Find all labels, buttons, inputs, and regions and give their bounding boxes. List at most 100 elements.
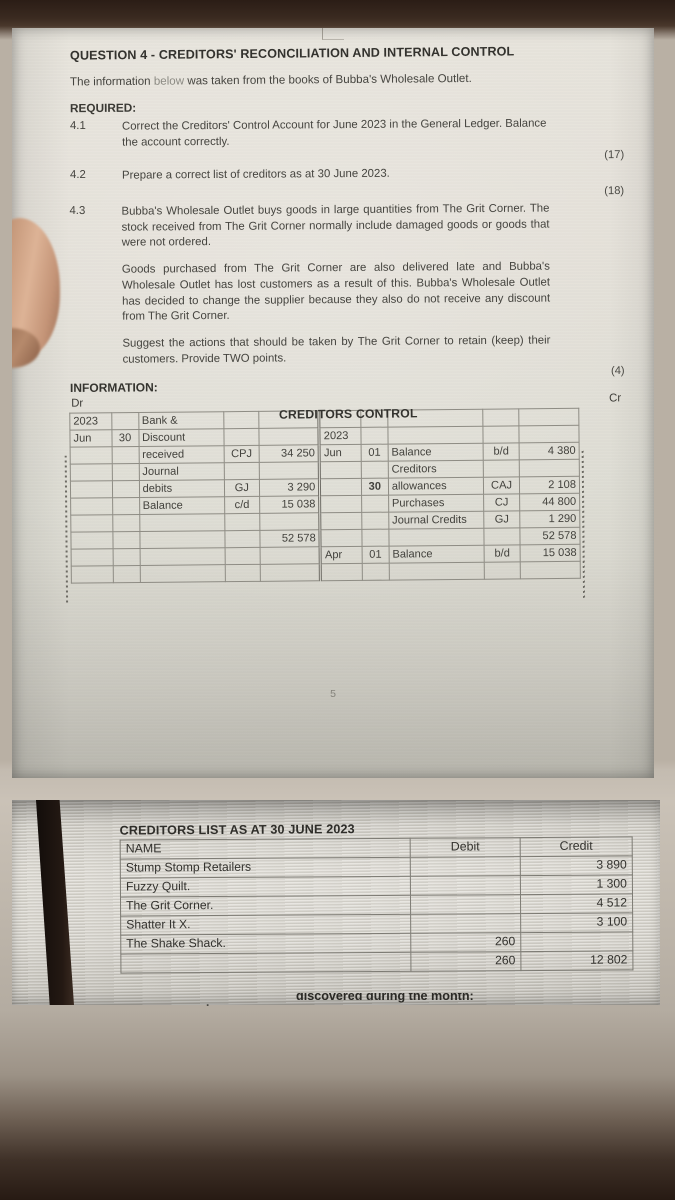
- totals-name: [120, 952, 411, 974]
- creditor-credit-3: 3 100: [520, 912, 633, 933]
- cr-day-8: 01: [361, 545, 390, 564]
- cr-fol-spacer-0: [483, 408, 519, 427]
- dr-amount-2: 34 250: [259, 444, 320, 463]
- totals-row: 260 12 802: [120, 950, 633, 974]
- cr-fol-7: [484, 527, 520, 546]
- requirement-4-3-paragraph-2: Goods purchased from The Grit Corner are…: [121, 260, 551, 324]
- dr-details-0a: Bank &: [138, 411, 224, 430]
- cr-month-6: [320, 512, 362, 530]
- cr-amount-4: 2 108: [519, 476, 580, 494]
- creditors-list-content: CREDITORS LIST AS AT 30 JUNE 2023 NAME D…: [119, 820, 634, 974]
- creditor-debit-3: [410, 913, 521, 934]
- creditors-list-table: NAME Debit Credit Stump Stomp Retailers …: [120, 836, 634, 974]
- cut-off-text-line: . discovered during the month:: [0, 993, 675, 1009]
- dr-day-4: [111, 480, 140, 498]
- dr-fol-spacer-0: [223, 411, 259, 429]
- requirement-4-3-marks: (4): [610, 364, 625, 377]
- dr-month-5: [70, 497, 113, 515]
- requirement-4-1-marks: (17): [604, 149, 625, 162]
- dr-fol-3: [223, 462, 260, 480]
- cr-year-1: 2023: [319, 427, 361, 445]
- dr-month-4: [70, 480, 113, 498]
- dr-day-3: [111, 463, 139, 481]
- cr-month-5: [319, 495, 362, 513]
- dr-details-4: debits: [138, 479, 225, 498]
- requirement-4-1-text: Correct the Creditors' Control Account f…: [121, 117, 547, 149]
- dr-day-7: [112, 531, 140, 549]
- dr-fol-6: [224, 513, 260, 531]
- dr-details-3: Journal: [138, 462, 225, 481]
- cr-amount-6: 1 290: [519, 510, 580, 528]
- column-header-name: NAME: [120, 838, 411, 860]
- requirement-4-2-text: Prepare a correct list of creditors as a…: [121, 168, 390, 183]
- creditor-name-3: Shatter It X.: [120, 914, 411, 936]
- column-header-debit: Debit: [410, 837, 521, 858]
- dr-month-6: [70, 514, 113, 532]
- cr-fol-spacer-1: [483, 425, 519, 444]
- cr-details-5: Purchases: [388, 494, 485, 512]
- cut-off-text: discovered during the month:: [296, 993, 474, 1003]
- dark-edge-strip: [36, 800, 74, 1005]
- creditors-control-ledger: Dr Cr CREDITORS CONTROL 2023 Bank &: [64, 392, 629, 604]
- cr-amount-3: [518, 459, 580, 477]
- dr-fol-7: [224, 530, 261, 548]
- requirement-4-1: 4.1 Correct the Creditors' Control Accou…: [69, 116, 628, 162]
- cr-details-8: Balance: [388, 545, 485, 563]
- totals-debit: 260: [410, 951, 521, 972]
- creditor-name-1: Fuzzy Quilt.: [120, 876, 411, 898]
- cr-details-3: Creditors: [388, 460, 484, 478]
- dr-details-6: [139, 513, 225, 532]
- creditor-debit-4: 260: [410, 932, 521, 953]
- dr-day-8: [112, 548, 140, 566]
- dr-month-1: Jun: [69, 429, 112, 447]
- cr-month-2: Jun: [319, 444, 362, 462]
- dr-details-1: Discount: [138, 428, 224, 447]
- cr-day-7: [361, 528, 389, 547]
- requirement-4-3-number: 4.3: [69, 205, 86, 218]
- cr-month-3: [319, 461, 362, 479]
- cr-details-2: Balance: [387, 443, 484, 461]
- creditor-name-0: Stump Stomp Retailers: [120, 857, 411, 879]
- required-heading: REQUIRED:: [69, 100, 137, 116]
- exam-page-photo: QUESTION 4 - CREDITORS' RECONCILIATION A…: [12, 28, 654, 778]
- cr-fol-2: b/d: [483, 442, 519, 461]
- dr-year-0: 2023: [69, 412, 112, 430]
- cr-fol-6: GJ: [484, 510, 520, 529]
- lead-in-part3: was taken from the books of Bubba's Whol…: [184, 71, 472, 88]
- cut-off-bullet: .: [206, 995, 210, 1009]
- cr-details-4: allowances: [388, 477, 484, 495]
- cr-fol-5: CJ: [483, 493, 520, 512]
- creditor-credit-2: 4 512: [520, 893, 633, 914]
- cr-month-9: [320, 563, 363, 581]
- cr-balance-bd-amount: 15 038: [519, 544, 581, 562]
- lead-in-part1: The information: [69, 74, 154, 89]
- dr-fol-4: GJ: [224, 479, 260, 497]
- cr-day-3: [361, 460, 389, 479]
- cr-day-2: 01: [360, 443, 389, 462]
- exam-page-content: QUESTION 4 - CREDITORS' RECONCILIATION A…: [12, 28, 654, 778]
- creditor-debit-1: [410, 875, 521, 896]
- dr-day-2: [111, 446, 139, 464]
- cr-details-spacer-1: [387, 426, 484, 444]
- creditors-list-photo: CREDITORS LIST AS AT 30 JUNE 2023 NAME D…: [12, 800, 660, 1005]
- dr-fol-2: CPJ: [223, 445, 260, 463]
- requirement-4-1-number: 4.1: [69, 119, 86, 133]
- cr-fol-4: CAJ: [483, 476, 520, 495]
- dr-fol-8: [224, 547, 261, 565]
- dr-amount-5: 15 038: [259, 495, 321, 514]
- cr-day-5: [361, 494, 389, 513]
- cr-day-6: [361, 511, 389, 530]
- creditor-credit-0: 3 890: [520, 855, 633, 876]
- cr-amount-9: [519, 561, 581, 579]
- page-title: QUESTION 4 - CREDITORS' RECONCILIATION A…: [69, 44, 515, 63]
- dr-fol-5: c/d: [224, 496, 260, 514]
- dr-month-7: [70, 531, 113, 549]
- creditors-list-title: CREDITORS LIST AS AT 30 JUNE 2023: [119, 822, 355, 838]
- creditor-debit-2: [410, 894, 521, 915]
- dr-details-2: received: [138, 445, 224, 464]
- ledger-right-guide: [581, 450, 586, 599]
- cr-month-8: Apr: [320, 546, 363, 564]
- cr-day-4: 30: [361, 477, 389, 496]
- dr-details-8: [139, 547, 225, 566]
- dr-month-3: [70, 463, 112, 481]
